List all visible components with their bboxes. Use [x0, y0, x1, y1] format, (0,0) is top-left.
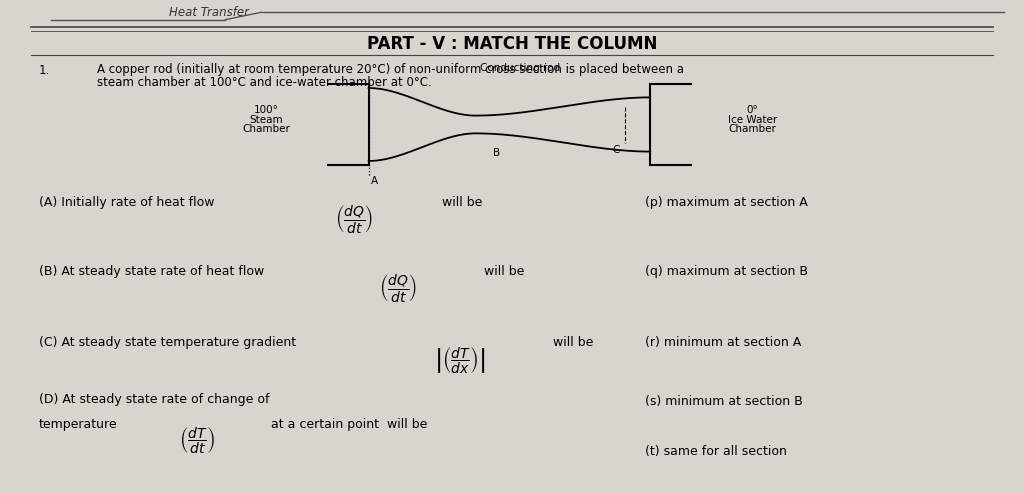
Text: (p) maximum at section A: (p) maximum at section A [645, 196, 808, 209]
Text: Steam: Steam [250, 114, 283, 125]
Text: will be: will be [553, 336, 593, 349]
Text: 100°: 100° [254, 105, 279, 115]
Text: will be: will be [442, 196, 482, 209]
Text: C: C [612, 145, 621, 155]
Text: Chamber: Chamber [243, 124, 290, 135]
Text: (D) At steady state rate of change of: (D) At steady state rate of change of [39, 393, 269, 406]
Text: Conducting rod: Conducting rod [479, 63, 560, 73]
Text: (q) maximum at section B: (q) maximum at section B [645, 265, 808, 278]
Text: $\left(\dfrac{dQ}{dt}\right)$: $\left(\dfrac{dQ}{dt}\right)$ [335, 203, 373, 236]
Text: Chamber: Chamber [729, 124, 776, 135]
Text: A copper rod (initially at room temperature 20°C) of non-uniform cross section i: A copper rod (initially at room temperat… [97, 63, 684, 76]
Text: Ice Water: Ice Water [728, 114, 777, 125]
Text: 0°: 0° [746, 105, 759, 115]
Text: Heat Transfer: Heat Transfer [169, 6, 249, 19]
Text: will be: will be [484, 265, 524, 278]
Text: $\left(\dfrac{dT}{dt}\right)$: $\left(\dfrac{dT}{dt}\right)$ [179, 426, 215, 457]
Text: temperature: temperature [39, 419, 118, 431]
Text: (r) minimum at section A: (r) minimum at section A [645, 336, 802, 349]
Text: at a certain point  will be: at a certain point will be [271, 419, 428, 431]
Text: 1.: 1. [39, 64, 50, 77]
Text: $\left(\dfrac{dQ}{dt}\right)$: $\left(\dfrac{dQ}{dt}\right)$ [379, 272, 417, 305]
Text: (A) Initially rate of heat flow: (A) Initially rate of heat flow [39, 196, 214, 209]
Text: (B) At steady state rate of heat flow: (B) At steady state rate of heat flow [39, 265, 264, 278]
Text: PART - V : MATCH THE COLUMN: PART - V : MATCH THE COLUMN [367, 35, 657, 53]
Text: A: A [372, 176, 378, 186]
Text: (t) same for all section: (t) same for all section [645, 445, 787, 458]
Text: B: B [493, 148, 500, 158]
Text: (C) At steady state temperature gradient: (C) At steady state temperature gradient [39, 336, 296, 349]
Text: (s) minimum at section B: (s) minimum at section B [645, 395, 803, 408]
Text: $\left|\left(\dfrac{dT}{dx}\right)\right|$: $\left|\left(\dfrac{dT}{dx}\right)\right… [434, 346, 485, 376]
Text: steam chamber at 100°C and ice-water chamber at 0°C.: steam chamber at 100°C and ice-water cha… [97, 76, 432, 89]
